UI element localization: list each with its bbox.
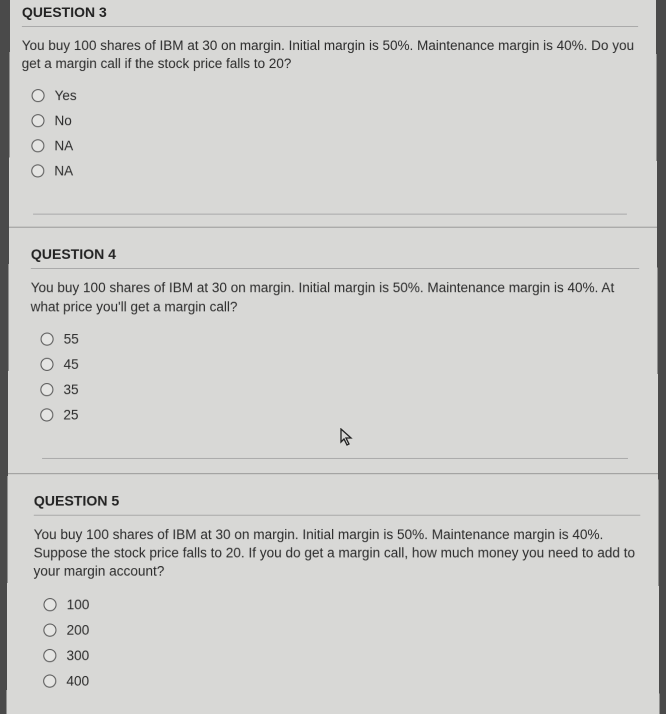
question-title: QUESTION 5	[34, 492, 641, 515]
question-text: You buy 100 shares of IBM at 30 on margi…	[31, 280, 640, 317]
radio-icon[interactable]	[43, 598, 56, 611]
radio-icon[interactable]	[31, 140, 44, 153]
radio-icon[interactable]	[32, 90, 45, 103]
option-row[interactable]: NA	[21, 159, 639, 184]
option-label: Yes	[55, 89, 77, 104]
option-row[interactable]: No	[21, 109, 638, 134]
radio-icon[interactable]	[31, 115, 44, 128]
option-label: 55	[64, 331, 79, 346]
option-row[interactable]: 300	[33, 642, 641, 667]
option-label: 200	[67, 622, 90, 637]
option-row[interactable]: 45	[30, 352, 639, 377]
radio-icon[interactable]	[43, 648, 56, 661]
quiz-paper: QUESTION 3 You buy 100 shares of IBM at …	[7, 0, 660, 714]
option-label: 400	[66, 673, 89, 688]
option-label: 25	[63, 407, 78, 422]
radio-icon[interactable]	[40, 408, 53, 421]
question-5-block: QUESTION 5 You buy 100 shares of IBM at …	[7, 474, 660, 714]
option-label: 100	[67, 597, 90, 612]
option-row[interactable]: Yes	[22, 84, 639, 109]
option-label: 300	[66, 647, 89, 662]
radio-icon[interactable]	[40, 383, 53, 396]
option-row[interactable]: 400	[33, 668, 641, 693]
option-label: NA	[54, 139, 73, 154]
option-row[interactable]: 100	[33, 591, 640, 616]
option-row[interactable]: 35	[30, 377, 640, 402]
option-label: 45	[64, 357, 79, 372]
question-text: You buy 100 shares of IBM at 30 on margi…	[33, 526, 640, 582]
option-label: NA	[54, 164, 73, 179]
option-label: 35	[63, 382, 78, 397]
option-row[interactable]: 200	[33, 617, 641, 642]
question-text: You buy 100 shares of IBM at 30 on margi…	[22, 37, 639, 73]
question-title: QUESTION 3	[22, 4, 638, 27]
option-row[interactable]: NA	[21, 134, 638, 159]
divider-line	[42, 458, 628, 459]
question-3-block: QUESTION 3 You buy 100 shares of IBM at …	[9, 0, 657, 228]
radio-icon[interactable]	[40, 358, 53, 371]
question-4-block: QUESTION 4 You buy 100 shares of IBM at …	[8, 228, 658, 474]
option-row[interactable]: 55	[30, 326, 639, 351]
radio-icon[interactable]	[43, 623, 56, 636]
option-label: No	[54, 114, 71, 129]
option-row[interactable]: 25	[30, 402, 640, 427]
radio-icon[interactable]	[31, 165, 44, 178]
question-title: QUESTION 4	[31, 246, 639, 269]
divider-line	[33, 214, 627, 215]
radio-icon[interactable]	[43, 674, 56, 687]
radio-icon[interactable]	[41, 332, 54, 345]
